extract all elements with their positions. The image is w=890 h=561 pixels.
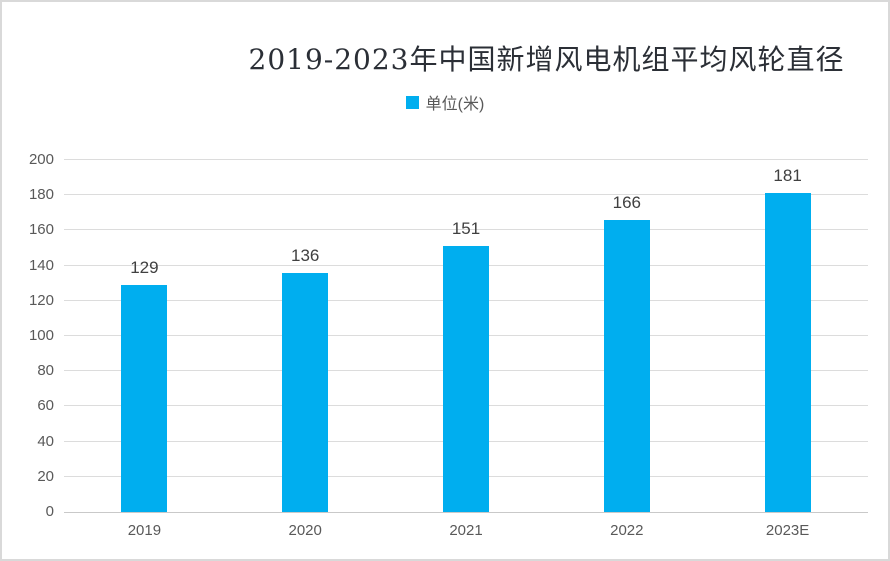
gridline — [64, 229, 868, 231]
value-label-2020: 136 — [291, 245, 320, 265]
x-tick-label-2021: 2021 — [449, 522, 483, 539]
y-tick-label: 160 — [28, 221, 54, 239]
bar-2021 — [443, 246, 489, 512]
value-label-2022: 166 — [612, 192, 641, 212]
x-tick-label-2020: 2020 — [288, 522, 322, 539]
bar-2020 — [282, 272, 329, 512]
y-tick-label: 180 — [28, 186, 54, 204]
y-tick-label: 20 — [37, 467, 54, 485]
value-label-2021: 151 — [451, 219, 481, 239]
y-tick-label: 120 — [28, 291, 54, 309]
gridline — [64, 159, 868, 160]
x-tick-label-2022: 2022 — [610, 522, 644, 539]
bar-2022 — [603, 219, 650, 512]
y-tick-label: 80 — [37, 362, 54, 380]
gridline — [64, 194, 868, 196]
x-axis-line — [64, 512, 868, 513]
plot-area: 0 20 40 60 80 100 120 140 160 180 200 129 2019 136 202… — [29, 151, 868, 539]
y-tick-label: 100 — [28, 327, 54, 344]
y-tick-label: 60 — [37, 397, 54, 415]
chart-title: 2019-2023年中国新增风电机组平均风轮直径 — [248, 43, 845, 76]
legend-label: 单位(米) — [425, 96, 485, 113]
value-label-2019: 129 — [130, 257, 159, 277]
y-tick-label: 200 — [28, 151, 54, 168]
bar-2023E — [764, 193, 811, 512]
legend: 单位(米) — [2, 90, 888, 114]
y-tick-label: 0 — [45, 503, 54, 520]
x-tick-label-2023E: 2023E — [765, 522, 810, 539]
y-tick-label: 140 — [28, 256, 54, 274]
x-tick-label-2019: 2019 — [127, 522, 162, 539]
legend-swatch-icon — [405, 95, 419, 109]
y-tick-label: 40 — [37, 432, 54, 450]
bar-2019 — [121, 284, 168, 512]
value-label-2023E: 181 — [773, 166, 802, 186]
